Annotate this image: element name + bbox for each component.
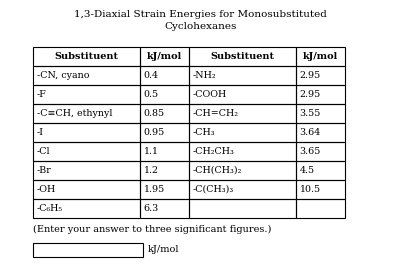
Bar: [140, 104, 189, 123]
Bar: [296, 66, 345, 85]
Bar: [33, 123, 140, 142]
Text: -Br: -Br: [37, 166, 52, 175]
Text: -C₆H₅: -C₆H₅: [37, 204, 63, 213]
Text: -OH: -OH: [37, 185, 56, 194]
Bar: [140, 180, 189, 199]
Bar: [140, 66, 189, 85]
Text: Substituent: Substituent: [211, 52, 274, 61]
Text: 3.64: 3.64: [300, 128, 321, 137]
Text: -CH₂CH₃: -CH₂CH₃: [193, 147, 235, 156]
Text: 1,3-Diaxial Strain Energies for Monosubstituted: 1,3-Diaxial Strain Energies for Monosubs…: [74, 10, 327, 19]
Bar: [140, 142, 189, 161]
Text: 1.2: 1.2: [144, 166, 159, 175]
Text: kJ/mol: kJ/mol: [303, 52, 338, 61]
Text: 0.85: 0.85: [144, 109, 165, 118]
Text: 3.55: 3.55: [300, 109, 321, 118]
Bar: [189, 161, 296, 180]
Bar: [33, 180, 140, 199]
Bar: [33, 199, 140, 218]
Text: 2.95: 2.95: [300, 71, 321, 80]
Text: -C(CH₃)₃: -C(CH₃)₃: [193, 185, 234, 194]
Bar: [140, 161, 189, 180]
Bar: [189, 123, 296, 142]
Bar: [189, 180, 296, 199]
Bar: [189, 142, 296, 161]
Text: -Cl: -Cl: [37, 147, 51, 156]
Bar: [140, 199, 189, 218]
Bar: [140, 123, 189, 142]
Bar: [33, 161, 140, 180]
Text: 10.5: 10.5: [300, 185, 321, 194]
Text: 6.3: 6.3: [144, 204, 159, 213]
Text: kJ/mol: kJ/mol: [147, 52, 182, 61]
Bar: [296, 142, 345, 161]
Text: -CH₃: -CH₃: [193, 128, 216, 137]
Bar: [33, 104, 140, 123]
Bar: [296, 180, 345, 199]
Text: -I: -I: [37, 128, 44, 137]
Bar: [33, 47, 140, 66]
Bar: [296, 104, 345, 123]
Text: 2.95: 2.95: [300, 90, 321, 99]
Text: 4.5: 4.5: [300, 166, 315, 175]
Bar: [189, 47, 296, 66]
Bar: [33, 85, 140, 104]
Text: -COOH: -COOH: [193, 90, 227, 99]
Bar: [33, 66, 140, 85]
Bar: [189, 104, 296, 123]
Text: -CN, cyano: -CN, cyano: [37, 71, 89, 80]
Text: -CH(CH₃)₂: -CH(CH₃)₂: [193, 166, 242, 175]
Text: Cyclohexanes: Cyclohexanes: [164, 22, 237, 31]
Text: 0.4: 0.4: [144, 71, 159, 80]
Text: 1.95: 1.95: [144, 185, 165, 194]
Text: -CH=CH₂: -CH=CH₂: [193, 109, 239, 118]
Text: -F: -F: [37, 90, 47, 99]
Bar: [296, 123, 345, 142]
Bar: [189, 199, 296, 218]
Text: -C≡CH, ethynyl: -C≡CH, ethynyl: [37, 109, 113, 118]
Bar: [189, 66, 296, 85]
Text: 0.5: 0.5: [144, 90, 159, 99]
Text: 3.65: 3.65: [300, 147, 321, 156]
Text: -NH₂: -NH₂: [193, 71, 217, 80]
Text: (Enter your answer to three significant figures.): (Enter your answer to three significant …: [33, 225, 271, 234]
Bar: [296, 85, 345, 104]
Bar: [33, 243, 143, 257]
Text: Substituent: Substituent: [55, 52, 118, 61]
Bar: [140, 85, 189, 104]
Text: 0.95: 0.95: [144, 128, 165, 137]
Bar: [33, 142, 140, 161]
Text: 1.1: 1.1: [144, 147, 159, 156]
Bar: [296, 161, 345, 180]
Bar: [189, 85, 296, 104]
Bar: [140, 47, 189, 66]
Bar: [296, 47, 345, 66]
Bar: [296, 199, 345, 218]
Text: kJ/mol: kJ/mol: [148, 246, 180, 254]
